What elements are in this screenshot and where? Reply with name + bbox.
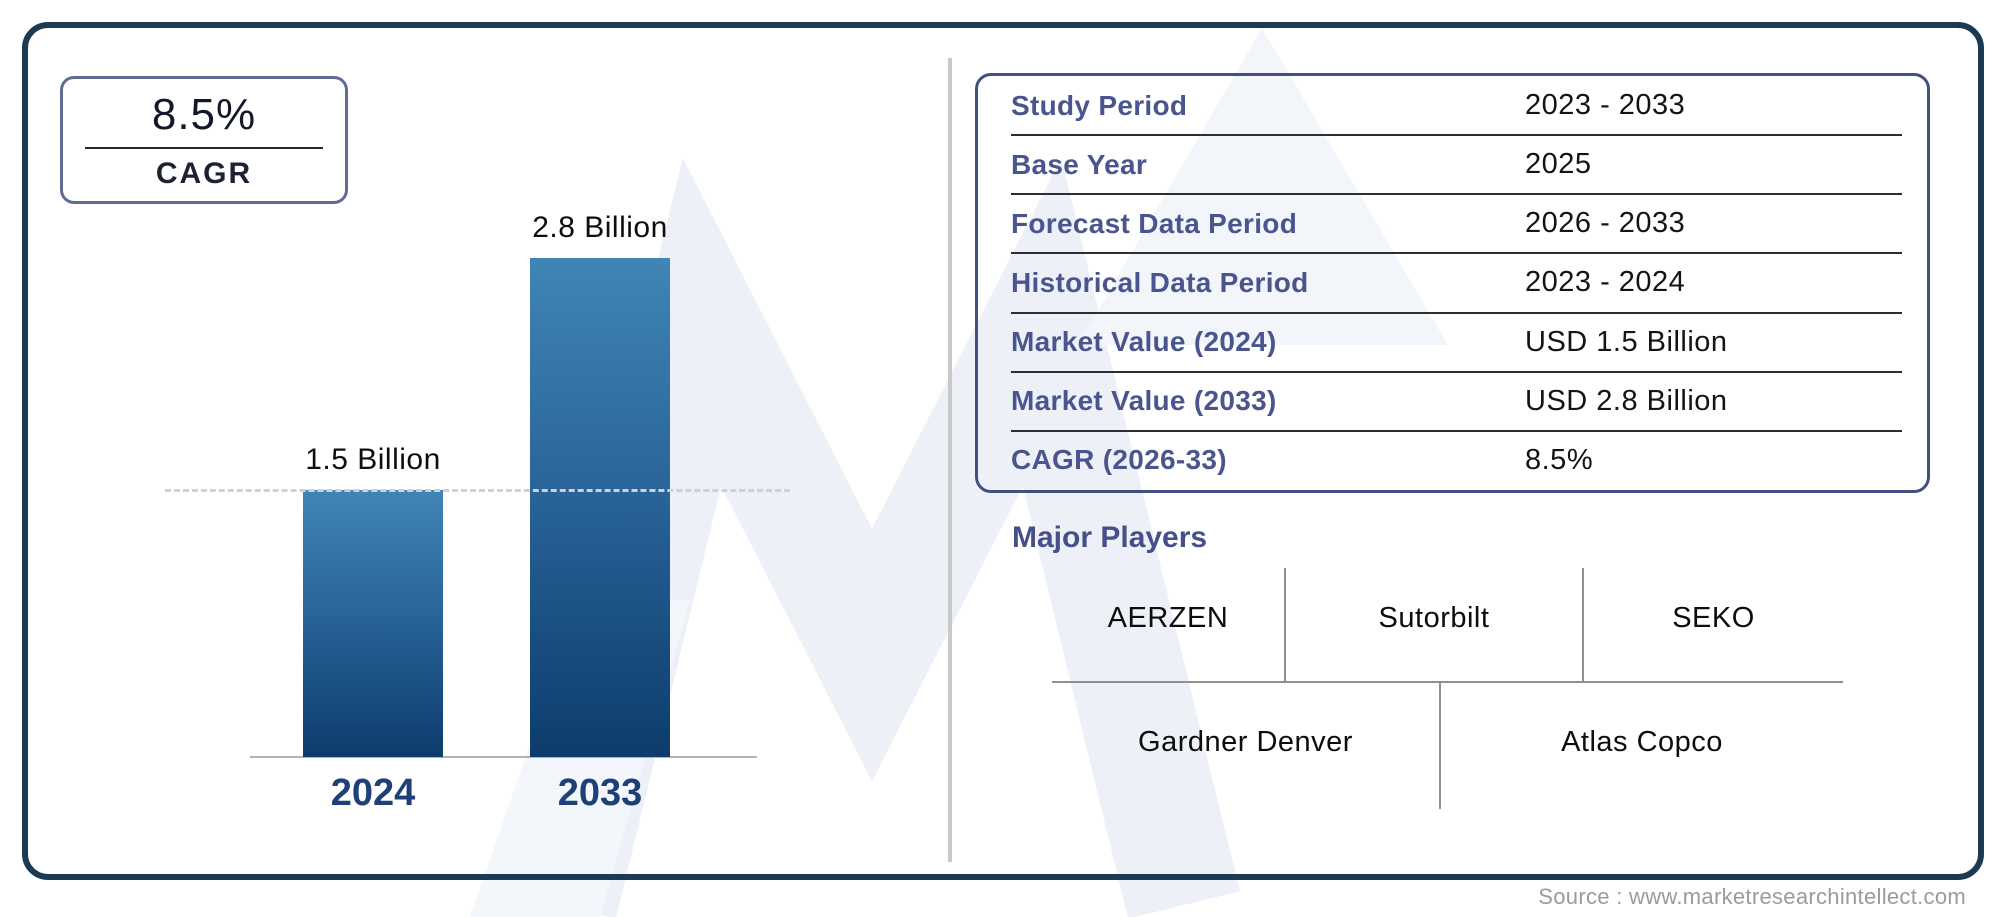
row-label: Forecast Data Period — [1011, 207, 1298, 239]
row-divider — [1011, 134, 1902, 137]
row-value: 2023 - 2024 — [1525, 266, 1686, 299]
player-name: Sutorbilt — [1378, 602, 1490, 634]
player-name: SEKO — [1672, 602, 1755, 634]
bar-value-label: 1.5 Billion — [305, 443, 441, 476]
bar-value-label: 2.8 Billion — [532, 211, 668, 244]
cagr-badge-divider — [85, 146, 323, 149]
value-bar — [303, 490, 443, 757]
row-value: 2026 - 2033 — [1525, 207, 1686, 240]
player-name: Gardner Denver — [1138, 726, 1353, 758]
table-row: Base Year 2025 — [978, 134, 1927, 194]
table-row: Forecast Data Period 2026 - 2033 — [978, 193, 1927, 253]
row-label: CAGR (2026-33) — [1011, 444, 1227, 476]
table-row: CAGR (2026-33) 8.5% — [978, 429, 1927, 490]
row-label: Base Year — [1011, 148, 1148, 180]
player-name: AERZEN — [1107, 602, 1229, 634]
row-divider — [1011, 252, 1902, 255]
panel-divider — [948, 58, 952, 862]
row-divider — [1011, 370, 1902, 373]
x-axis-tick-label: 2033 — [557, 772, 643, 814]
study-info-table: Study Period 2023 - 2033 Base Year 2025 … — [975, 73, 1930, 493]
cagr-badge: 8.5% CAGR — [60, 76, 348, 204]
x-axis-tick-label: 2024 — [330, 772, 416, 814]
players-divider-vertical — [1439, 683, 1441, 809]
row-label: Market Value (2033) — [1011, 385, 1277, 417]
bar-column-2024: 1.5 Billion — [303, 443, 443, 757]
row-divider — [1011, 429, 1902, 432]
row-label: Study Period — [1011, 89, 1188, 121]
row-divider — [1011, 193, 1902, 196]
row-value: USD 2.8 Billion — [1525, 384, 1728, 417]
row-value: 8.5% — [1525, 443, 1594, 476]
row-value: USD 1.5 Billion — [1525, 325, 1728, 358]
bar-column-2033: 2.8 Billion — [530, 211, 670, 757]
players-divider-horizontal — [1052, 681, 1843, 683]
player-name: Atlas Copco — [1561, 726, 1723, 758]
row-label: Market Value (2024) — [1011, 326, 1277, 358]
row-value: 2023 - 2033 — [1525, 89, 1686, 122]
table-row: Study Period 2023 - 2033 — [978, 76, 1927, 135]
cagr-badge-label: CAGR — [155, 156, 253, 190]
players-divider-vertical — [1284, 568, 1286, 682]
reference-dashed-line — [165, 489, 790, 492]
table-row: Historical Data Period 2023 - 2024 — [978, 252, 1927, 312]
players-divider-vertical — [1582, 568, 1584, 682]
row-value: 2025 — [1525, 148, 1592, 181]
cagr-badge-value: 8.5% — [151, 89, 257, 139]
row-divider — [1011, 311, 1902, 314]
table-row: Market Value (2024) USD 1.5 Billion — [978, 311, 1927, 372]
table-row: Market Value (2033) USD 2.8 Billion — [978, 370, 1927, 431]
value-bar — [530, 258, 670, 757]
x-axis-baseline — [250, 756, 757, 758]
major-players-heading: Major Players — [1012, 521, 1208, 554]
source-attribution: Source : www.marketresearchintellect.com — [1538, 884, 1966, 909]
row-label: Historical Data Period — [1011, 266, 1309, 298]
